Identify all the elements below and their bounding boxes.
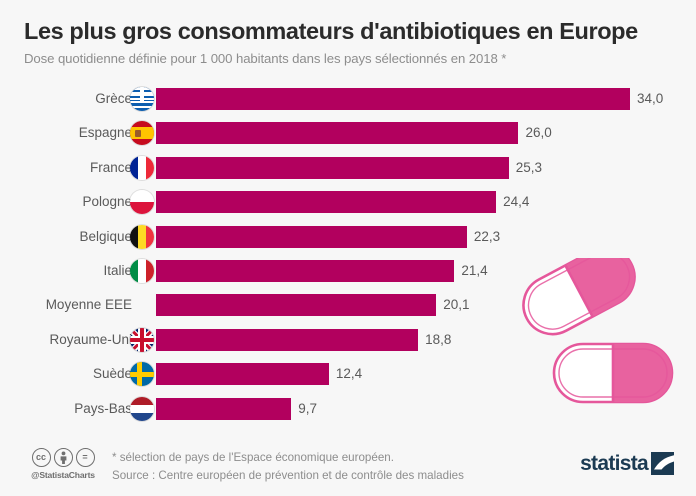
bar-value-label: 25,3: [515, 159, 542, 175]
flag-icon-se: [130, 362, 154, 387]
bar-row: Pologne 24,4: [0, 187, 696, 217]
flag-icon-gr: [130, 87, 154, 111]
flag-icon-uk: [130, 327, 154, 352]
bar-category-label: France: [89, 159, 132, 175]
flag-icon-be: [130, 224, 154, 249]
bar-value-label: 9,7: [298, 400, 317, 416]
statista-mark-icon: [651, 452, 674, 475]
bar-category-label: Moyenne EEE: [45, 297, 132, 313]
bar-value-label: 34,0: [637, 91, 664, 106]
chart-subtitle: Dose quotidienne définie pour 1 000 habi…: [24, 51, 507, 67]
bar-value-label: 18,8: [425, 331, 452, 347]
creative-commons-block: cc = @StatistaCharts: [22, 448, 104, 480]
bar-row: Belgique 22,3: [0, 222, 696, 252]
footnote-text: * sélection de pays de l'Espace économiq…: [112, 451, 394, 464]
bar: [156, 225, 467, 248]
flag-icon-pl: [130, 190, 154, 215]
source-text: Source : Centre européen de prévention e…: [112, 468, 464, 482]
bar-row: Pays-Bas 9,7: [0, 394, 696, 424]
statista-wordmark: statista: [580, 452, 649, 475]
chart-header: Les plus gros consommateurs d'antibiotiq…: [0, 0, 696, 66]
bar-value-label: 20,1: [443, 297, 470, 313]
bar-row: Grèce 34,0: [0, 84, 696, 114]
page-title: Les plus gros consommateurs d'antibiotiq…: [24, 18, 638, 44]
bar-category-label: Espagne: [78, 125, 132, 141]
bar-row: Suède 12,4: [0, 359, 696, 389]
bar: [156, 156, 509, 179]
bar: [156, 294, 437, 317]
person-icon: [60, 451, 66, 464]
bar: [156, 260, 455, 282]
footnotes: * sélection de pays de l'Espace économiq…: [112, 449, 464, 485]
bar-value-label: 26,0: [525, 125, 552, 141]
bar: [156, 122, 519, 145]
bar: [156, 397, 292, 420]
statista-handle: @StatistaCharts: [31, 470, 95, 480]
bar-category-label: Pologne: [82, 194, 132, 210]
bar-chart: Grèce 34,0 Espagne 26,0 France 25,3 Pologne 24,…: [0, 84, 696, 432]
chart-footer: cc = @StatistaCharts * sélection de pays…: [0, 434, 696, 496]
bar: [156, 88, 630, 110]
bar-category-label: Belgique: [79, 228, 132, 244]
cc-icons: cc =: [22, 448, 104, 467]
cc-nd-equals-icon: =: [75, 448, 95, 467]
flag-icon-it: [130, 259, 154, 283]
bar: [156, 191, 497, 214]
bar: [156, 328, 419, 351]
bar-value-label: 24,4: [503, 194, 530, 210]
flag-icon-es: [130, 121, 154, 146]
bar-category-label: Suède: [92, 366, 132, 382]
cc-icon: cc: [31, 448, 51, 467]
bar-row: Royaume-Uni 18,8: [0, 325, 696, 355]
bar-value-label: 22,3: [473, 228, 501, 244]
bar-row: Moyenne EEE 20,1: [0, 290, 696, 320]
statista-logo: statista: [580, 452, 674, 475]
cc-by-person-icon: [53, 448, 73, 467]
flag-icon-nl: [130, 396, 154, 421]
flag-icon-fr: [130, 155, 154, 180]
bar-row: France 25,3: [0, 153, 696, 183]
bar-category-label: Pays-Bas: [74, 400, 132, 416]
bar: [156, 363, 329, 386]
bar-category-label: Grèce: [95, 91, 132, 106]
bar-value-label: 12,4: [335, 366, 363, 382]
bar-row: Italie 21,4: [0, 256, 696, 286]
bar-row: Espagne 26,0: [0, 118, 696, 148]
bar-category-label: Royaume-Uni: [49, 331, 132, 347]
bar-category-label: Italie: [103, 263, 132, 278]
bar-value-label: 21,4: [461, 263, 488, 278]
